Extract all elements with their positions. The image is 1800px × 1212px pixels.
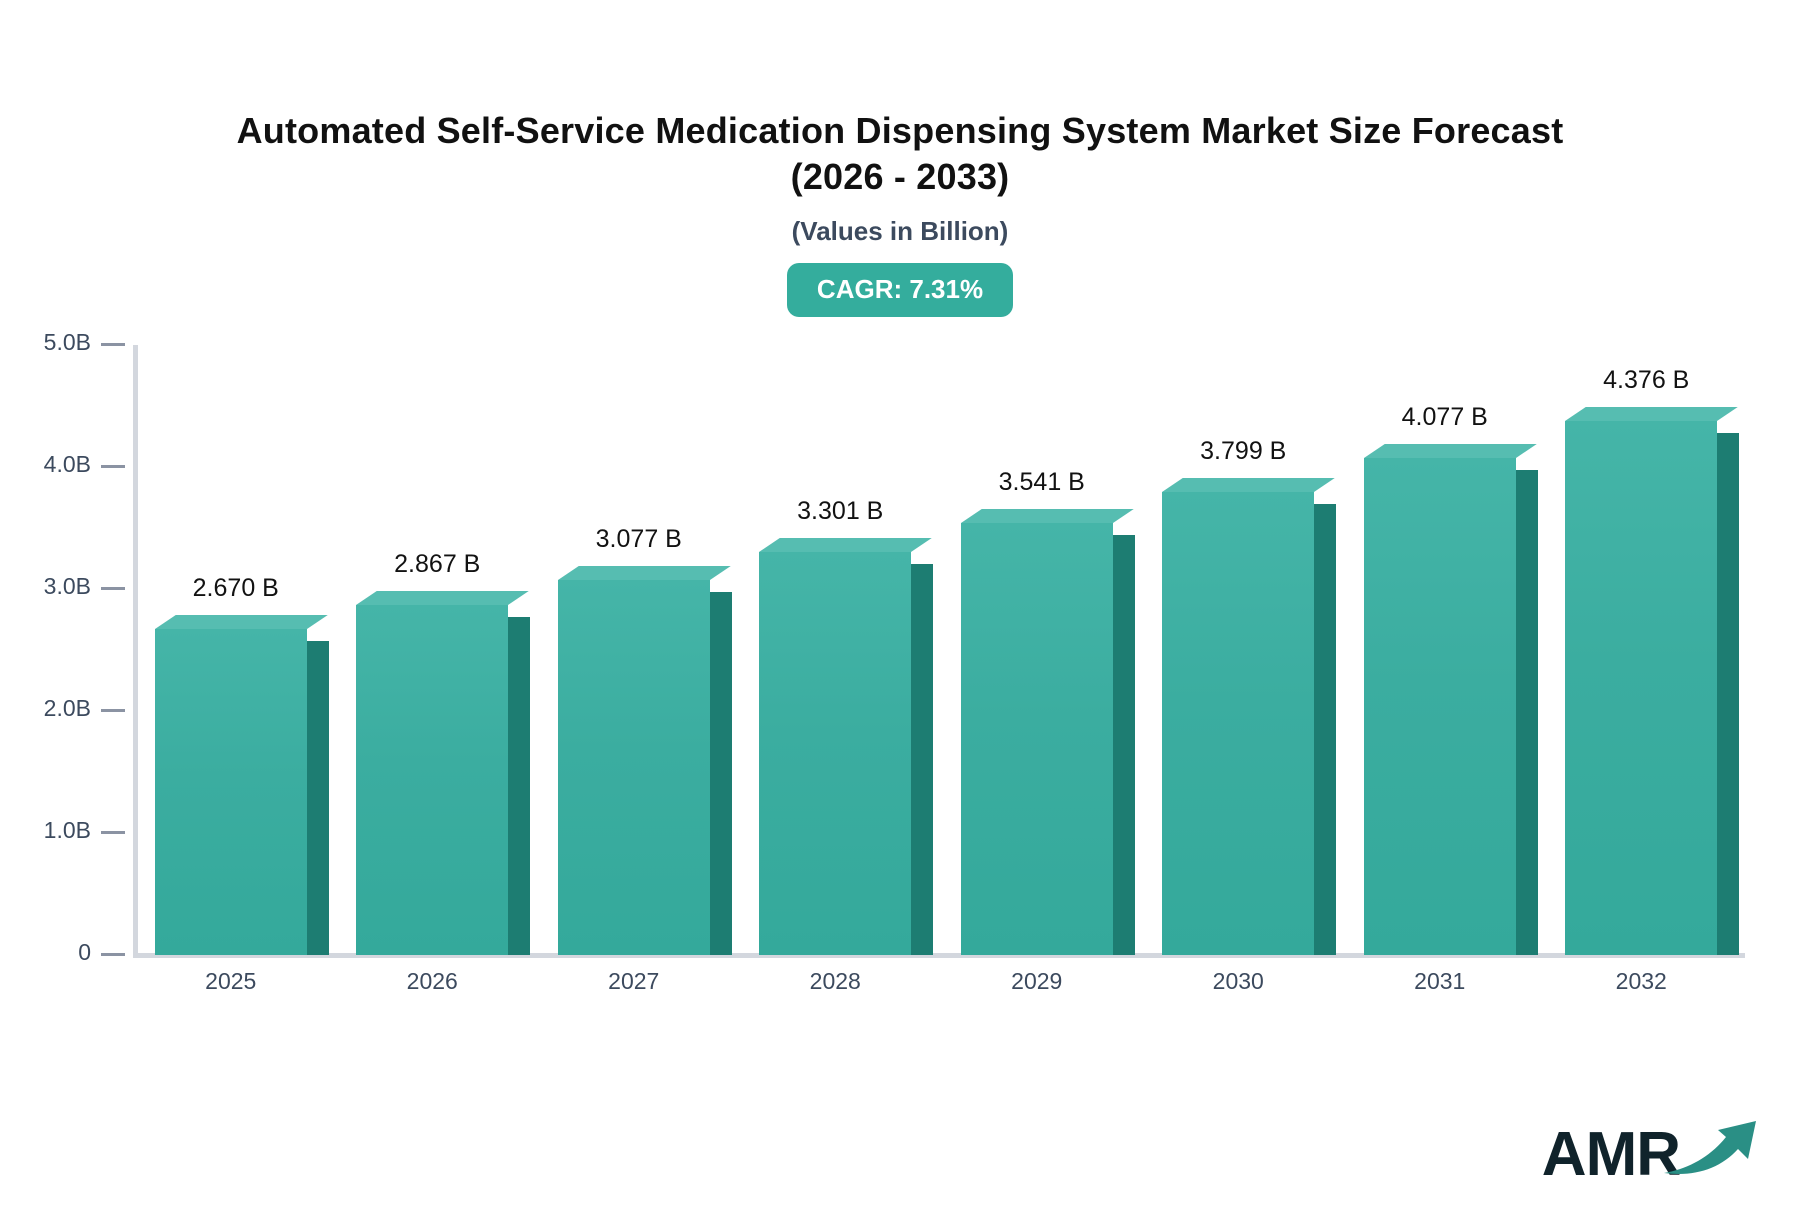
bar-top-face: [557, 565, 731, 580]
bar-front-face: [960, 523, 1113, 955]
page-title-line-1: Automated Self-Service Medication Dispen…: [236, 110, 1564, 151]
bar-front-face: [356, 605, 509, 955]
bar-group[interactable]: 3.799 B 2030: [1162, 0, 1337, 1212]
x-axis-tick-label: 2026: [406, 968, 458, 994]
bar-side-face: [1515, 469, 1538, 955]
bar-side-face: [709, 591, 732, 955]
bar-value-label: 2.670 B: [192, 574, 279, 603]
bar-value-label: 4.376 B: [1603, 366, 1690, 395]
bar-side-face: [1717, 433, 1740, 955]
bar-front-face: [154, 629, 307, 955]
bar-top-face: [1162, 477, 1336, 492]
bar[interactable]: [154, 615, 329, 955]
bar[interactable]: [759, 538, 934, 955]
y-axis-tick-mark: [101, 465, 125, 468]
bar[interactable]: [557, 565, 732, 955]
bar-group[interactable]: 3.077 B 2027: [557, 0, 732, 1212]
bar-top-face: [960, 509, 1134, 523]
amr-wordmark: AMR: [1541, 1120, 1681, 1189]
bar-top-face: [1565, 407, 1739, 422]
y-axis-tick-mark: [101, 587, 125, 590]
bar-side-face: [1112, 535, 1135, 955]
bar[interactable]: [356, 591, 531, 955]
y-axis-tick-label: 4.0B: [43, 451, 91, 477]
bar-group[interactable]: 3.301 B 2028: [759, 0, 934, 1212]
bar[interactable]: [960, 509, 1135, 955]
y-axis-line: [133, 345, 138, 957]
y-axis-tick-mark: [101, 343, 125, 346]
y-axis-tick-mark: [101, 709, 125, 712]
x-axis-tick-label: 2027: [608, 968, 660, 994]
chart-subtitle: (Values in Billion): [791, 216, 1009, 247]
bar-side-face: [1314, 503, 1337, 955]
x-axis-tick-label: 2025: [205, 968, 257, 994]
page-title: Automated Self-Service Medication Dispen…: [0, 0, 1800, 200]
bar-group[interactable]: 4.077 B 2031: [1363, 0, 1538, 1212]
bar[interactable]: [1565, 407, 1740, 955]
bar-value-label: 3.541 B: [998, 468, 1085, 496]
bar-top-face: [759, 538, 933, 553]
bar-series: 2.670 B 2025 2.867 B 2026 3.077 B 2027 3.301 B…: [133, 0, 1745, 1212]
bar-value-label: 3.301 B: [797, 497, 884, 526]
y-axis-tick-label: 1.0B: [43, 817, 91, 843]
x-axis-line: [133, 953, 1745, 958]
y-axis-tick-label: 2.0B: [43, 695, 91, 721]
cagr-badge: CAGR: 7.31%: [786, 263, 1014, 318]
bar-front-face: [557, 579, 710, 955]
bar-group[interactable]: 2.867 B 2026: [356, 0, 531, 1212]
bar-top-face: [356, 591, 530, 606]
bar-front-face: [1363, 457, 1516, 955]
amr-logo: AMR: [1542, 1106, 1762, 1186]
y-axis-tick-label: 5.0B: [43, 329, 91, 355]
bar[interactable]: [1363, 443, 1538, 955]
bar-group[interactable]: 2.670 B 2025: [154, 0, 329, 1212]
bar-value-label: 2.867 B: [394, 550, 481, 579]
bar-side-face: [306, 641, 329, 955]
bar-top-face: [1363, 443, 1537, 458]
bar[interactable]: [1162, 477, 1337, 955]
y-axis-tick-label: 0: [78, 939, 91, 965]
bar-group[interactable]: 3.541 B 2029: [960, 0, 1135, 1212]
x-axis-tick-label: 2032: [1615, 968, 1667, 994]
bar-group[interactable]: 4.376 B 2032: [1565, 0, 1740, 1212]
bar-front-face: [1162, 491, 1315, 955]
y-axis-tick-label: 3.0B: [43, 573, 91, 599]
bar-value-label: 3.799 B: [1200, 436, 1287, 465]
chart-header: Automated Self-Service Medication Dispen…: [0, 0, 1800, 318]
bar-top-face: [154, 615, 328, 630]
x-axis-tick-label: 2028: [809, 968, 861, 994]
x-axis-tick-label: 2030: [1212, 968, 1264, 994]
page-title-line-2: (2026 - 2033): [790, 156, 1010, 198]
bar-side-face: [508, 617, 531, 955]
bar-value-label: 3.077 B: [595, 524, 682, 553]
x-axis-tick-label: 2029: [1011, 968, 1063, 994]
x-axis-tick-label: 2031: [1414, 968, 1466, 994]
bar-front-face: [759, 552, 912, 955]
bar-front-face: [1565, 421, 1718, 955]
bar-side-face: [911, 564, 934, 955]
bar-value-label: 4.077 B: [1401, 402, 1488, 431]
y-axis-tick-mark: [101, 953, 125, 956]
y-axis-tick-mark: [101, 831, 125, 834]
growth-arrow-icon: [1662, 1117, 1762, 1184]
